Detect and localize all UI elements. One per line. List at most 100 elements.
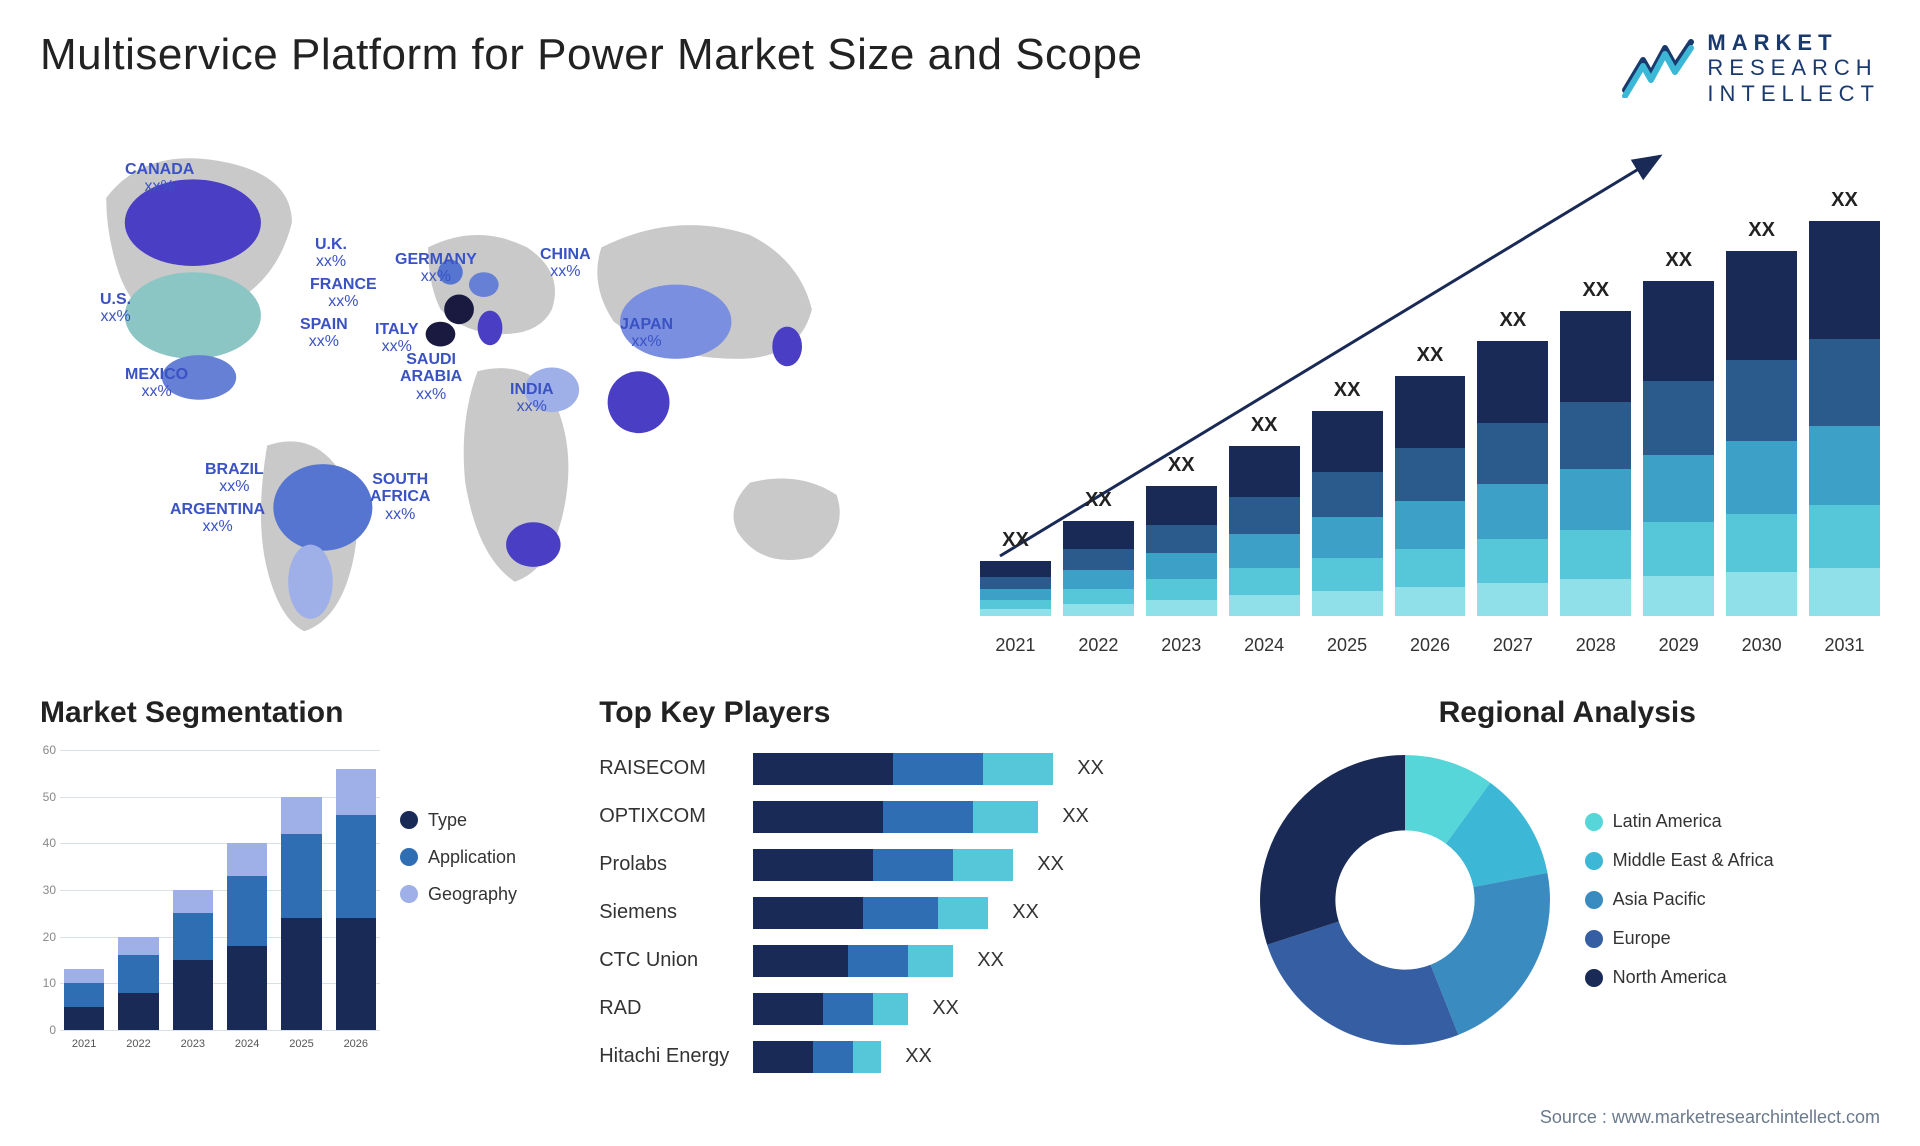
growth-xlabel: 2027 xyxy=(1477,635,1548,656)
source-attribution: Source : www.marketresearchintellect.com xyxy=(1540,1107,1880,1128)
growth-xlabel: 2030 xyxy=(1726,635,1797,656)
seg-seg xyxy=(227,946,267,1030)
growth-xlabel: 2025 xyxy=(1312,635,1383,656)
player-seg xyxy=(873,849,953,881)
growth-seg xyxy=(1643,576,1714,616)
growth-bar-value: XX xyxy=(980,529,1051,552)
seg-ytick: 0 xyxy=(49,1023,56,1037)
legend-dot-icon xyxy=(1585,930,1603,948)
player-row: SiemensXX xyxy=(599,894,1224,932)
growth-seg xyxy=(1726,572,1797,616)
map-label-germany: GERMANYxx% xyxy=(395,251,477,286)
growth-chart-panel: XXXXXXXXXXXXXXXXXXXXXX 20212022202320242… xyxy=(980,136,1880,656)
growth-seg xyxy=(1229,446,1300,497)
seg-xlabel: 2025 xyxy=(281,1038,321,1050)
player-seg xyxy=(873,993,908,1025)
growth-seg xyxy=(1477,484,1548,539)
player-seg xyxy=(813,1041,853,1073)
growth-bar-value: XX xyxy=(1146,454,1217,477)
map-label-japan: JAPANxx% xyxy=(620,316,673,351)
growth-bar-value: XX xyxy=(1809,189,1880,212)
legend-label: Asia Pacific xyxy=(1613,889,1706,910)
player-seg xyxy=(883,801,973,833)
player-bar xyxy=(753,1041,881,1073)
player-seg xyxy=(893,753,983,785)
growth-bar-2028: XX xyxy=(1560,311,1631,616)
player-seg xyxy=(973,801,1038,833)
segmentation-legend: TypeApplicationGeography xyxy=(400,750,517,905)
growth-bar-2024: XX xyxy=(1229,446,1300,616)
seg-seg xyxy=(227,876,267,946)
player-value: XX xyxy=(1037,853,1064,876)
growth-xlabel: 2023 xyxy=(1146,635,1217,656)
map-label-india: INDIAxx% xyxy=(510,381,554,416)
growth-seg xyxy=(1229,595,1300,615)
legend-dot-icon xyxy=(400,811,418,829)
player-seg xyxy=(938,897,988,929)
seg-seg xyxy=(281,797,321,834)
growth-seg xyxy=(1560,402,1631,469)
growth-seg xyxy=(1477,583,1548,616)
growth-seg xyxy=(1809,426,1880,505)
growth-seg xyxy=(1643,522,1714,576)
seg-seg xyxy=(118,937,158,956)
player-name: Siemens xyxy=(599,901,739,924)
growth-seg xyxy=(1063,570,1134,589)
legend-label: North America xyxy=(1613,967,1727,988)
regional-legend-item: Middle East & Africa xyxy=(1585,850,1774,871)
seg-seg xyxy=(173,960,213,1030)
map-label-argentina: ARGENTINAxx% xyxy=(170,501,265,536)
growth-bar-value: XX xyxy=(1643,249,1714,272)
growth-seg xyxy=(980,561,1051,578)
player-seg xyxy=(753,945,848,977)
segmentation-title: Market Segmentation xyxy=(40,696,569,730)
player-bar xyxy=(753,753,1053,785)
growth-bar-2021: XX xyxy=(980,561,1051,616)
growth-seg xyxy=(1477,423,1548,484)
growth-bar-2025: XX xyxy=(1312,411,1383,616)
map-label-saudi_arabia: SAUDIARABIAxx% xyxy=(400,351,462,404)
seg-seg xyxy=(227,843,267,876)
player-seg xyxy=(908,945,953,977)
growth-seg xyxy=(1063,589,1134,604)
legend-dot-icon xyxy=(400,885,418,903)
growth-seg xyxy=(1229,534,1300,568)
growth-bar-2023: XX xyxy=(1146,486,1217,616)
growth-bar-2029: XX xyxy=(1643,281,1714,616)
growth-seg xyxy=(1146,600,1217,616)
segmentation-panel: Market Segmentation 0102030405060 202120… xyxy=(40,696,569,1096)
growth-seg xyxy=(1395,587,1466,616)
regional-donut xyxy=(1255,750,1555,1050)
player-value: XX xyxy=(905,1045,932,1068)
regional-legend-item: Asia Pacific xyxy=(1585,889,1774,910)
map-label-uk: U.K.xx% xyxy=(315,236,347,271)
growth-seg xyxy=(1312,517,1383,558)
player-bar xyxy=(753,945,953,977)
growth-seg xyxy=(1560,311,1631,403)
map-label-france: FRANCExx% xyxy=(310,276,377,311)
player-name: OPTIXCOM xyxy=(599,805,739,828)
growth-bar-2031: XX xyxy=(1809,221,1880,616)
seg-ytick: 60 xyxy=(43,743,56,757)
player-bar xyxy=(753,849,1013,881)
map-label-us: U.S.xx% xyxy=(100,291,131,326)
regional-legend-item: North America xyxy=(1585,967,1774,988)
brand-logo: MARKET RESEARCH INTELLECT xyxy=(1621,30,1880,106)
growth-seg xyxy=(1146,553,1217,579)
regional-legend-item: Europe xyxy=(1585,928,1774,949)
logo-line3: INTELLECT xyxy=(1707,81,1880,106)
seg-seg xyxy=(64,969,104,983)
logo-line2: RESEARCH xyxy=(1707,55,1880,80)
player-value: XX xyxy=(932,997,959,1020)
player-row: Hitachi EnergyXX xyxy=(599,1038,1224,1076)
growth-xlabel: 2021 xyxy=(980,635,1051,656)
player-value: XX xyxy=(977,949,1004,972)
growth-seg xyxy=(1477,341,1548,424)
growth-seg xyxy=(1312,591,1383,616)
player-value: XX xyxy=(1062,805,1089,828)
seg-ytick: 40 xyxy=(43,836,56,850)
growth-seg xyxy=(1063,521,1134,550)
player-name: RAD xyxy=(599,997,739,1020)
seg-seg xyxy=(336,815,376,918)
seg-xlabel: 2024 xyxy=(227,1038,267,1050)
